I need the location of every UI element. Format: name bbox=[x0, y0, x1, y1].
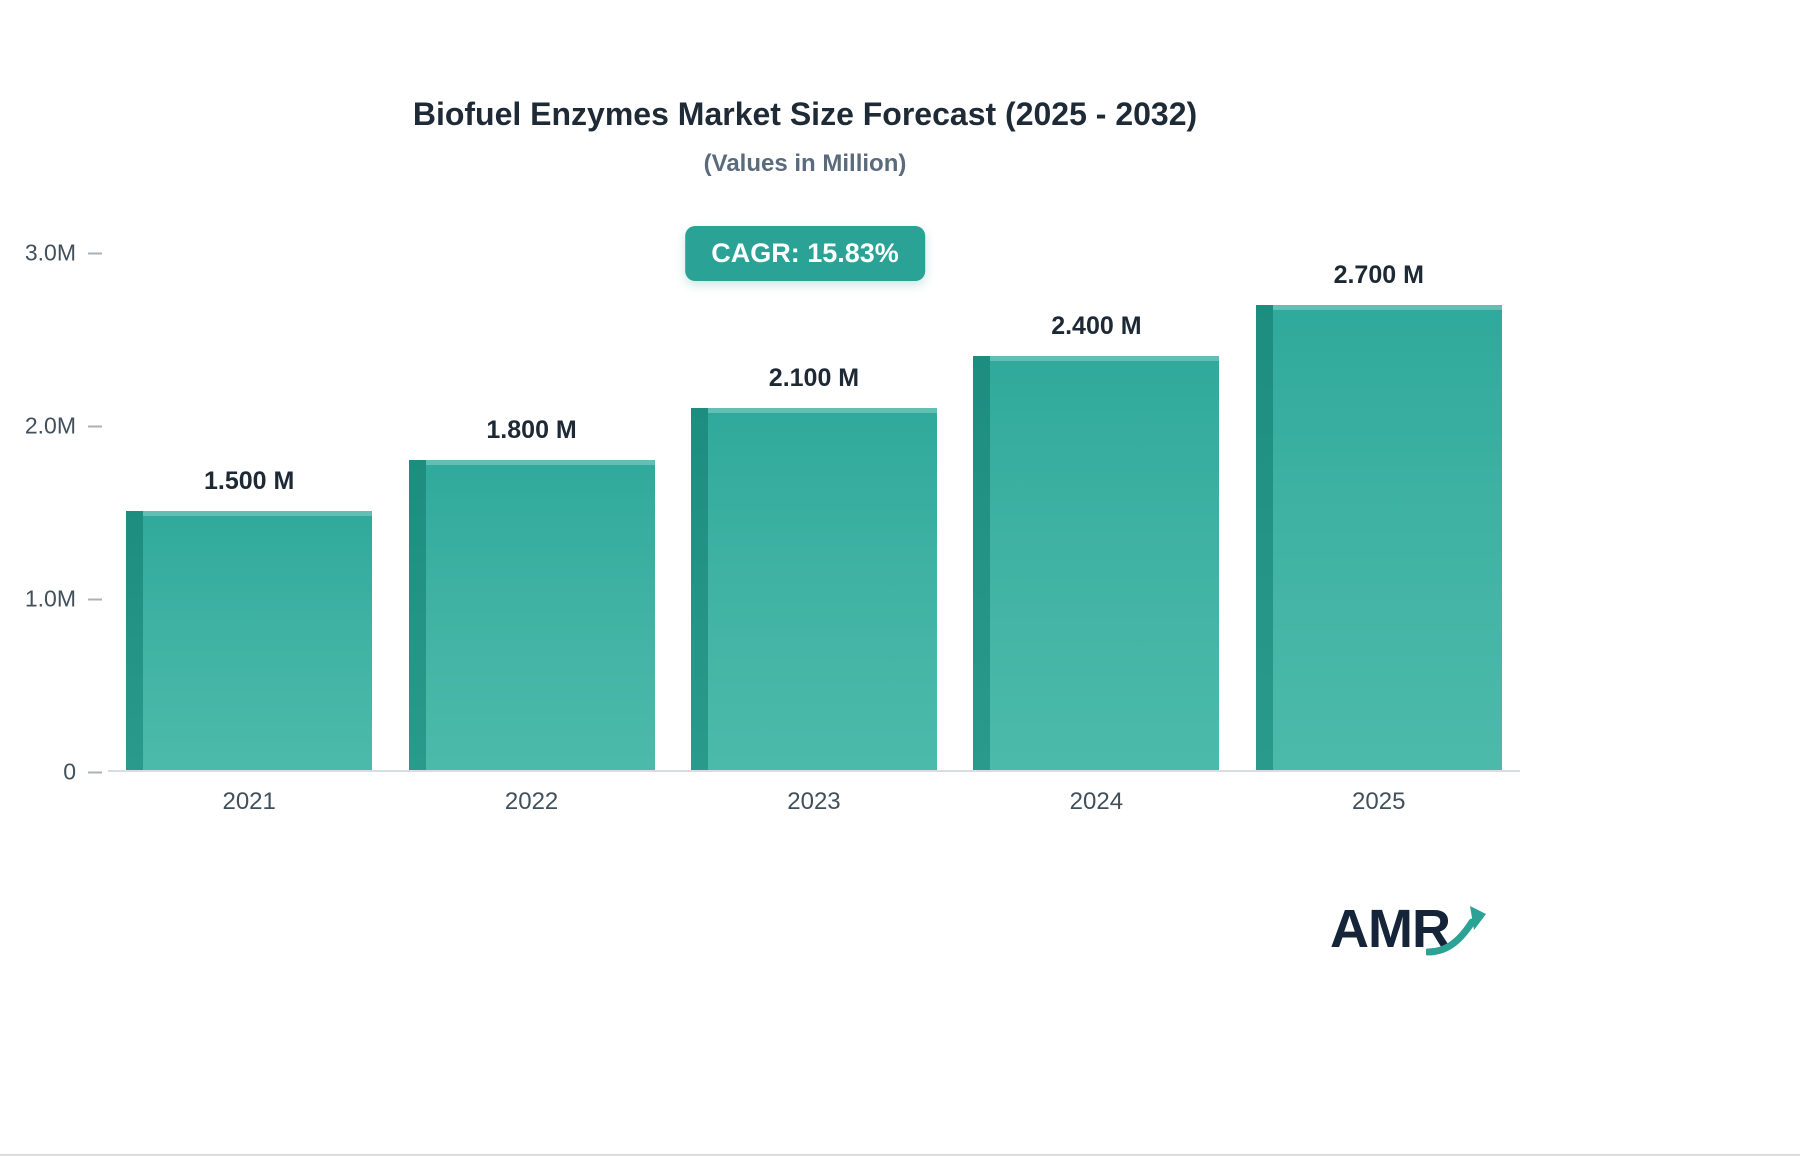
x-axis-label: 2023 bbox=[787, 788, 841, 815]
bar-2024[interactable] bbox=[973, 356, 1220, 770]
cagr-badge: CAGR: 15.83% bbox=[685, 226, 925, 281]
bar-2025[interactable] bbox=[1255, 305, 1502, 770]
chart-subtitle: (Values in Million) bbox=[703, 150, 907, 177]
x-axis-label: 2021 bbox=[222, 788, 276, 815]
x-axis-label: 2024 bbox=[1069, 788, 1124, 815]
bar-group: 2.400 M bbox=[955, 312, 1237, 770]
y-tick-label: 2.0M bbox=[24, 412, 76, 439]
tick-mark bbox=[88, 252, 102, 254]
tick-mark bbox=[88, 425, 102, 427]
y-axis-tick: 2.0M bbox=[18, 413, 102, 440]
bar-2023[interactable] bbox=[690, 408, 937, 770]
growth-arrow-icon bbox=[1426, 906, 1486, 956]
y-axis-tick: 1.0M bbox=[18, 586, 102, 613]
y-tick-label: 3.0M bbox=[24, 239, 76, 266]
y-axis: 3.0M 2.0M 1.0M 0 bbox=[0, 240, 104, 785]
bar-value-label: 1.800 M bbox=[486, 416, 577, 444]
bar-value-label: 1.500 M bbox=[204, 467, 295, 495]
tick-mark bbox=[88, 598, 102, 600]
bar-2022[interactable] bbox=[408, 460, 655, 770]
x-axis-label: 2022 bbox=[504, 788, 559, 815]
bar-group: 2.100 M bbox=[673, 364, 955, 770]
plot-area: 1.500 M 1.800 M 2.100 M 2.400 M 2.700 M bbox=[108, 253, 1520, 772]
y-tick-label: 0 bbox=[63, 758, 76, 785]
chart-title: Biofuel Enzymes Market Size Forecast (20… bbox=[412, 96, 1198, 132]
amr-logo: AMR bbox=[1330, 898, 1490, 968]
bar-value-label: 2.700 M bbox=[1333, 261, 1424, 289]
bar-value-label: 2.400 M bbox=[1051, 312, 1142, 340]
bar-group: 1.800 M bbox=[391, 416, 673, 770]
x-axis: 2021 2022 2023 2024 2025 bbox=[108, 788, 1520, 816]
bar-group: 2.700 M bbox=[1238, 261, 1520, 770]
bar-group: 1.500 M bbox=[108, 467, 390, 770]
bar-2021[interactable] bbox=[126, 511, 373, 770]
y-tick-label: 1.0M bbox=[24, 585, 76, 612]
y-axis-tick: 3.0M bbox=[18, 240, 102, 267]
tick-mark bbox=[88, 771, 102, 773]
y-axis-tick: 0 bbox=[18, 759, 102, 786]
x-axis-label: 2025 bbox=[1352, 788, 1406, 815]
bar-value-label: 2.100 M bbox=[768, 364, 860, 392]
